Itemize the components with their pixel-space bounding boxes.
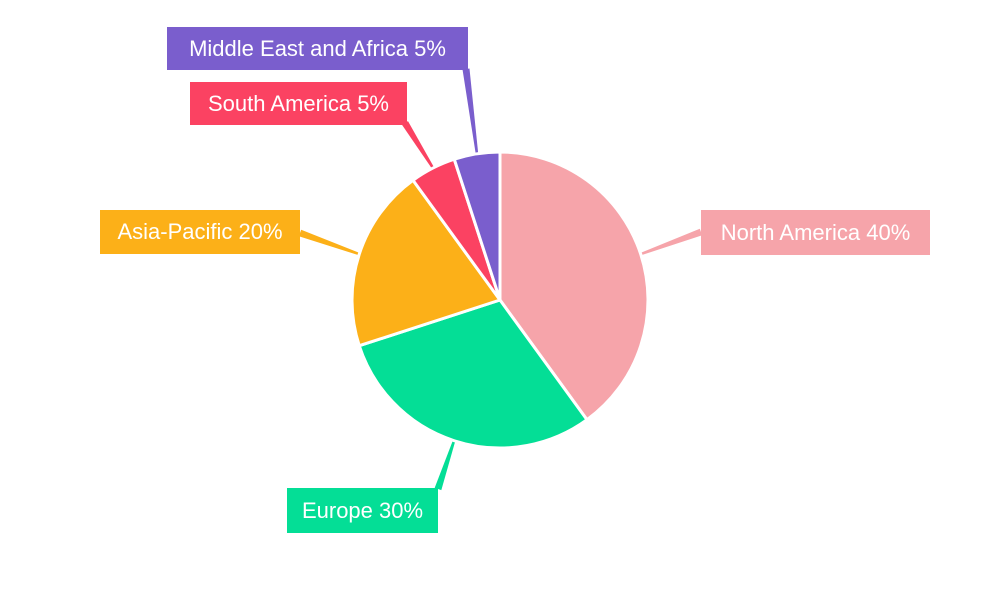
pie-slice-middle-east-and-africa xyxy=(452,150,502,302)
pie-label-north-america: North America 40% xyxy=(701,210,930,255)
pie-label-middle-east-and-africa: Middle East and Africa 5% xyxy=(167,27,468,70)
pie-label-europe: Europe 30% xyxy=(287,488,438,533)
pie-slice-asia-pacific xyxy=(350,178,502,348)
leader-line-asia-pacific xyxy=(298,229,360,256)
leader-line-europe xyxy=(434,440,456,491)
leader-line-south-america xyxy=(402,121,435,169)
pie-slice-north-america xyxy=(498,150,650,422)
pie-slice-europe xyxy=(357,298,589,450)
leader-line-middle-east-and-africa xyxy=(462,68,479,155)
pie-label-south-america: South America 5% xyxy=(190,82,407,125)
pie-label-asia-pacific: Asia-Pacific 20% xyxy=(100,210,300,254)
leader-line-north-america xyxy=(640,228,703,256)
